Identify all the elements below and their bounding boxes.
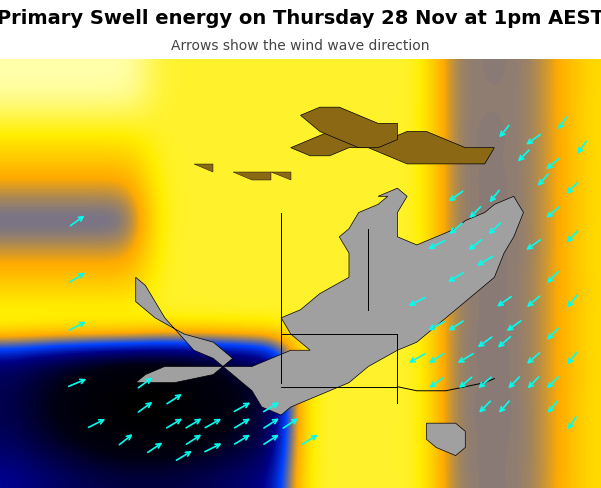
Text: Primary Swell energy on Thursday 28 Nov at 1pm AEST: Primary Swell energy on Thursday 28 Nov …	[0, 9, 601, 28]
Polygon shape	[300, 107, 397, 148]
Polygon shape	[427, 423, 465, 456]
Polygon shape	[136, 188, 523, 415]
Polygon shape	[233, 172, 272, 180]
Polygon shape	[194, 164, 213, 172]
Polygon shape	[291, 131, 495, 164]
Text: Arrows show the wind wave direction: Arrows show the wind wave direction	[171, 39, 430, 53]
Polygon shape	[272, 172, 291, 180]
